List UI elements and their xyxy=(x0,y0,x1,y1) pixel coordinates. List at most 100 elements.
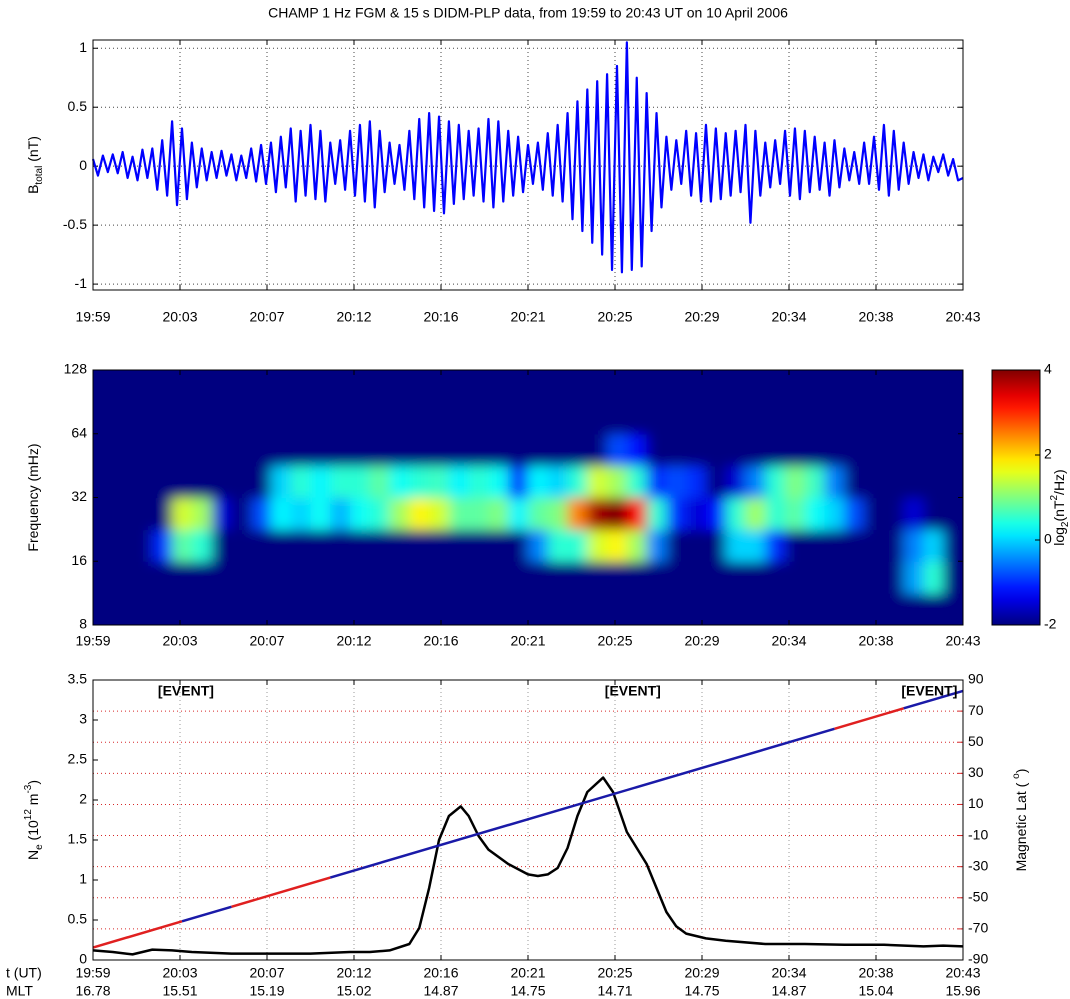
heatmap-cell xyxy=(429,465,450,499)
heatmap-cell xyxy=(488,561,509,594)
mlt-tick-label: 14.75 xyxy=(684,983,719,999)
heatmap-cell xyxy=(93,593,114,625)
heatmap-cell xyxy=(172,529,193,562)
mlt-tick-label: 15.19 xyxy=(249,983,284,999)
heatmap-cell xyxy=(409,433,430,467)
heatmap-cell xyxy=(191,433,213,467)
heatmap-cell xyxy=(231,497,252,531)
y2-tick-label: -10 xyxy=(968,826,988,842)
heatmap-cell xyxy=(330,465,351,499)
y-tick-label: 0 xyxy=(79,157,87,173)
heatmap-cell xyxy=(824,401,845,435)
heatmap-cell xyxy=(152,370,173,403)
heatmap-cell xyxy=(429,593,450,625)
heatmap-cell xyxy=(567,370,588,403)
heatmap-cell xyxy=(607,433,628,467)
heatmap-cell xyxy=(310,370,331,403)
x-tick-label: 20:21 xyxy=(510,633,545,649)
heatmap-cell xyxy=(468,497,490,531)
heatmap-cell xyxy=(112,401,134,435)
axes-box xyxy=(92,679,964,961)
x-row-label: MLT xyxy=(6,983,33,999)
heatmap-cell xyxy=(745,433,766,467)
y-tick-label: -1 xyxy=(75,275,88,291)
heatmap-cell xyxy=(587,561,608,594)
heatmap-cell xyxy=(350,465,371,499)
heatmap-cell xyxy=(686,529,707,562)
heatmap-cell xyxy=(587,370,608,403)
heatmap-cell xyxy=(93,465,114,499)
heatmap-cell xyxy=(290,529,312,562)
mlt-tick-label: 16.78 xyxy=(75,983,110,999)
heatmap-cell xyxy=(725,529,747,562)
heatmap-cell xyxy=(547,529,569,562)
heatmap-cell xyxy=(528,561,549,594)
mlt-tick-label: 15.04 xyxy=(858,983,893,999)
heatmap-cell xyxy=(607,465,628,499)
heatmap-cell xyxy=(508,465,529,499)
heatmap-cell xyxy=(923,529,944,562)
label-part: (nT xyxy=(1051,500,1067,521)
heatmap-cell xyxy=(369,465,391,499)
heatmap-cell xyxy=(666,529,687,562)
x-tick-label: 20:16 xyxy=(423,309,458,325)
heatmap-cell xyxy=(844,465,865,499)
y2-tick-label: 90 xyxy=(968,671,984,687)
x-tick-label: 20:12 xyxy=(336,309,371,325)
heatmap-cell xyxy=(883,465,905,499)
figure-title: CHAMP 1 Hz FGM & 15 s DIDM-PLP data, fro… xyxy=(268,5,788,21)
x-tick-label: 20:03 xyxy=(162,633,197,649)
heatmap-cell xyxy=(666,561,687,594)
heatmap-cell xyxy=(508,593,529,625)
heatmap-cell xyxy=(824,433,845,467)
heatmap-cell xyxy=(587,497,608,531)
heatmap-cell xyxy=(646,529,668,562)
y2-tick-label: -90 xyxy=(968,951,988,967)
label-part: log xyxy=(1051,527,1067,546)
heatmap-cell xyxy=(251,465,272,499)
heatmap-cell xyxy=(172,593,193,625)
heatmap-cell xyxy=(705,529,727,562)
heatmap-cell xyxy=(923,593,944,625)
label-part: 2 xyxy=(1049,494,1060,500)
heatmap-cell xyxy=(864,529,885,562)
y-axis-label: Btotal (nT) xyxy=(25,136,45,194)
heatmap-cell xyxy=(567,529,588,562)
heatmap-cell xyxy=(745,593,766,625)
heatmap-cell xyxy=(824,593,845,625)
y-tick-label: 2 xyxy=(79,791,87,807)
heatmap-cell xyxy=(211,561,233,594)
heatmap-cell xyxy=(943,561,963,594)
heatmap-cell xyxy=(112,465,134,499)
heatmap-cell xyxy=(290,465,312,499)
label-part: 2 xyxy=(1060,521,1070,527)
heatmap-cell xyxy=(369,561,391,594)
heatmap-cell xyxy=(112,370,134,403)
x-row-label: t (UT) xyxy=(6,965,42,981)
heatmap-cell xyxy=(409,593,430,625)
heatmap-cell xyxy=(607,401,628,435)
heatmap-cell xyxy=(132,497,153,531)
heatmap-cell xyxy=(429,370,450,403)
heatmap-cell xyxy=(844,370,865,403)
heatmap-cell xyxy=(686,370,707,403)
x-tick-label: 20:21 xyxy=(510,965,545,981)
heatmap-cell xyxy=(547,465,569,499)
heatmap-cell xyxy=(547,593,569,625)
heatmap-cell xyxy=(508,497,529,531)
heatmap-cell xyxy=(132,370,153,403)
heatmap-cell xyxy=(725,465,747,499)
x-tick-label: 20:21 xyxy=(510,309,545,325)
heatmap-cell xyxy=(310,433,331,467)
heatmap-cell xyxy=(350,529,371,562)
heatmap-cell xyxy=(389,370,410,403)
heatmap-cell xyxy=(488,497,509,531)
heatmap-cell xyxy=(468,370,490,403)
y-tick-label: -0.5 xyxy=(63,216,87,232)
heatmap-cell xyxy=(290,370,312,403)
heatmap-cell xyxy=(804,465,826,499)
heatmap-cell xyxy=(547,497,569,531)
label-part: Frequency (mHz) xyxy=(25,443,41,551)
event-annotation: [EVENT] xyxy=(158,683,214,699)
